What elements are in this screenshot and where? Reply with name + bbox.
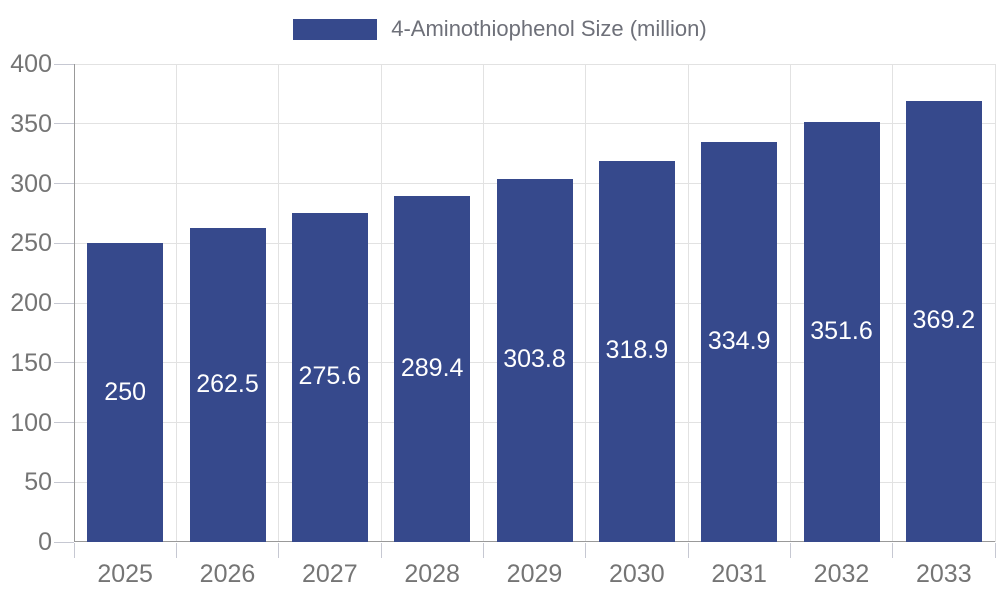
bar[interactable]: 250 (87, 243, 164, 542)
x-axis-label: 2026 (199, 560, 256, 588)
y-axis-label: 50 (24, 468, 52, 497)
x-axis-tick (994, 543, 996, 558)
y-axis-label: 300 (10, 169, 52, 198)
x-axis-tick (687, 543, 689, 558)
bar-value-label: 262.5 (196, 370, 259, 399)
bar-value-label: 250 (104, 377, 147, 406)
x-axis-tick (278, 543, 280, 558)
plot-area: 250 262.5 275.6 289.4 303.8 318.9 334.9 351.6 36… (54, 63, 996, 558)
x-axis-label: 2025 (97, 560, 153, 588)
legend-item[interactable]: 4-Aminothiophenol Size (million) (0, 16, 1000, 42)
x-axis-tick (789, 543, 791, 558)
x-axis-label: 2028 (404, 560, 460, 588)
bar[interactable]: 303.8 (496, 178, 573, 542)
x-axis-tick (482, 543, 484, 558)
bar-value-label: 275.6 (298, 362, 362, 391)
bar-value-label: 303.8 (503, 345, 566, 374)
bar-value-label: 334.9 (707, 326, 771, 355)
gridline-vertical (380, 64, 382, 542)
gridline-vertical (892, 64, 894, 542)
bar[interactable]: 351.6 (803, 121, 880, 542)
x-axis-label: 2031 (711, 560, 767, 588)
gridline-vertical (175, 64, 177, 542)
bar[interactable]: 318.9 (598, 160, 675, 542)
y-axis-label: 400 (10, 50, 52, 78)
gridline-vertical (789, 64, 791, 542)
y-axis-line (74, 64, 75, 542)
bar[interactable]: 262.5 (189, 228, 266, 542)
y-axis-label: 250 (10, 229, 52, 258)
y-axis-tick (54, 63, 74, 65)
x-axis-tick (73, 543, 75, 558)
y-axis-tick (54, 183, 74, 184)
x-axis-label: 2030 (609, 560, 665, 588)
y-axis-label: 200 (10, 289, 52, 317)
y-axis-tick (54, 123, 74, 125)
y-axis-label: 350 (10, 109, 52, 138)
y-axis-tick (54, 422, 74, 423)
gridline-horizontal (74, 123, 995, 125)
y-axis-label: 0 (38, 528, 52, 556)
gridline-horizontal (74, 63, 995, 65)
x-axis-tick (175, 543, 177, 558)
x-axis-tick (585, 543, 587, 558)
x-axis-label: 2029 (506, 560, 563, 588)
legend-swatch (293, 18, 378, 40)
bar[interactable]: 289.4 (394, 196, 471, 542)
y-axis-tick (54, 362, 74, 364)
x-axis-label: 2032 (813, 560, 870, 588)
gridline-vertical (994, 64, 996, 542)
bar-value-label: 289.4 (400, 354, 464, 383)
y-axis-tick (54, 481, 74, 483)
bar[interactable]: 369.2 (905, 100, 982, 542)
gridline-vertical (278, 64, 280, 542)
bar-value-label: 318.9 (605, 336, 669, 365)
bar[interactable]: 334.9 (701, 141, 778, 542)
y-axis-tick (54, 541, 74, 543)
gridline-vertical (585, 64, 587, 542)
x-axis-tick (892, 543, 894, 558)
x-axis-label: 2033 (916, 560, 972, 588)
y-axis-tick (54, 302, 74, 304)
bar-value-label: 351.6 (810, 316, 873, 345)
x-axis-label: 2027 (302, 560, 358, 588)
y-axis-tick (54, 242, 74, 244)
bar[interactable]: 275.6 (291, 212, 368, 542)
y-axis-label: 100 (10, 408, 52, 437)
x-axis-tick (380, 543, 382, 558)
y-axis-label: 150 (10, 348, 52, 377)
legend-label: 4-Aminothiophenol Size (million) (391, 16, 707, 41)
gridline-vertical (687, 64, 689, 542)
gridline-vertical (482, 64, 484, 542)
bar-value-label: 369.2 (912, 306, 976, 335)
